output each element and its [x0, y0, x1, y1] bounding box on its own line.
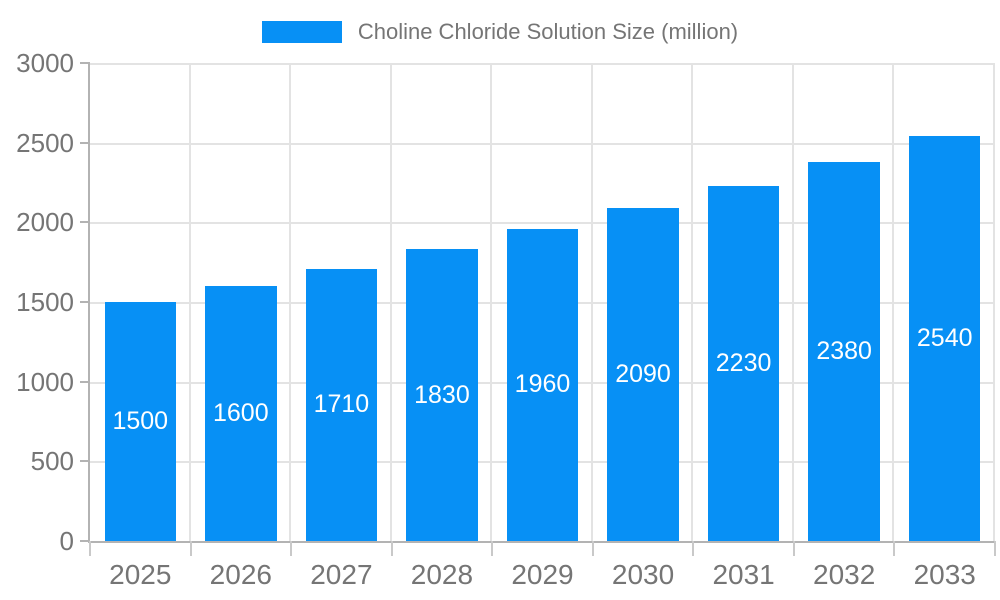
y-axis-label: 2500: [16, 127, 74, 158]
bar-value-label: 2090: [615, 360, 671, 388]
y-axis-label: 2000: [16, 207, 74, 238]
plot-area: 0 500 1000 1500 2000 2500 3000 2025 2026 2027 2028…: [16, 48, 996, 590]
v-gridline: [490, 63, 493, 541]
y-axis-label: 500: [30, 446, 74, 477]
bar-2028[interactable]: 1830: [406, 249, 478, 541]
v-gridline: [892, 63, 895, 541]
x-axis-tick: [792, 541, 795, 556]
y-axis-tick: [80, 221, 90, 224]
v-gridline: [791, 63, 794, 541]
x-axis-label: 2032: [813, 559, 876, 590]
x-axis-label: 2026: [209, 559, 272, 590]
y-axis-label: 3000: [16, 48, 74, 78]
x-axis-tick: [591, 541, 594, 556]
v-gridline: [289, 63, 292, 541]
x-axis-tick: [89, 541, 91, 556]
bar-value-label: 1600: [213, 399, 269, 428]
bar-2032[interactable]: 2380: [808, 161, 880, 541]
x-axis-label: 2030: [611, 559, 675, 590]
x-axis-tick: [290, 541, 293, 556]
y-axis-tick: [80, 540, 90, 542]
bar-value-label: 1830: [414, 380, 470, 409]
h-gridline: [90, 222, 995, 225]
x-axis-tick: [491, 541, 494, 556]
v-gridline: [389, 63, 392, 541]
y-axis-tick: [80, 380, 90, 383]
x-axis-tick: [189, 541, 192, 556]
y-axis-label: 1000: [16, 366, 74, 397]
h-gridline: [90, 142, 995, 145]
bar-value-label: 2540: [916, 324, 973, 353]
bar-value-label: 2230: [715, 348, 772, 377]
h-gridline: [90, 63, 995, 65]
bar-2033[interactable]: 2540: [909, 136, 981, 541]
bar-2029[interactable]: 1960: [506, 228, 579, 541]
x-axis-label: 2025: [109, 559, 172, 590]
x-axis-label: 2029: [511, 559, 574, 590]
y-axis-label: 1500: [16, 287, 74, 317]
bar-2025[interactable]: 1500: [104, 302, 176, 541]
bar-value-label: 2380: [816, 336, 872, 365]
legend-swatch-icon: [261, 21, 342, 43]
y-axis-tick: [80, 62, 90, 64]
y-axis-label: 0: [59, 526, 74, 556]
y-axis-tick: [80, 460, 90, 463]
x-axis-label: 2033: [913, 559, 976, 590]
x-axis-label: 2031: [712, 559, 775, 590]
x-axis-tick: [390, 541, 393, 556]
y-axis-tick: [80, 301, 90, 303]
v-gridline: [993, 63, 995, 541]
x-axis-label: 2028: [410, 559, 474, 590]
x-axis-tick: [893, 541, 896, 556]
legend-label: Choline Chloride Solution Size (million): [357, 19, 739, 44]
bar-value-label: 1960: [514, 370, 571, 399]
chart-legend[interactable]: Choline Chloride Solution Size (million): [0, 19, 1000, 45]
bar-2026[interactable]: 1600: [205, 286, 277, 541]
v-gridline: [188, 63, 191, 541]
x-axis-tick: [994, 541, 996, 556]
x-axis-label: 2027: [310, 559, 373, 590]
v-gridline: [691, 63, 694, 541]
bar-value-label: 1500: [112, 407, 169, 435]
bar-2030[interactable]: 2090: [607, 208, 679, 541]
bar-2031[interactable]: 2230: [707, 185, 780, 541]
y-axis-tick: [80, 141, 90, 144]
bar-value-label: 1710: [313, 390, 370, 419]
x-axis-tick: [692, 541, 695, 556]
bar-2027[interactable]: 1710: [305, 268, 378, 541]
v-gridline: [590, 63, 593, 541]
